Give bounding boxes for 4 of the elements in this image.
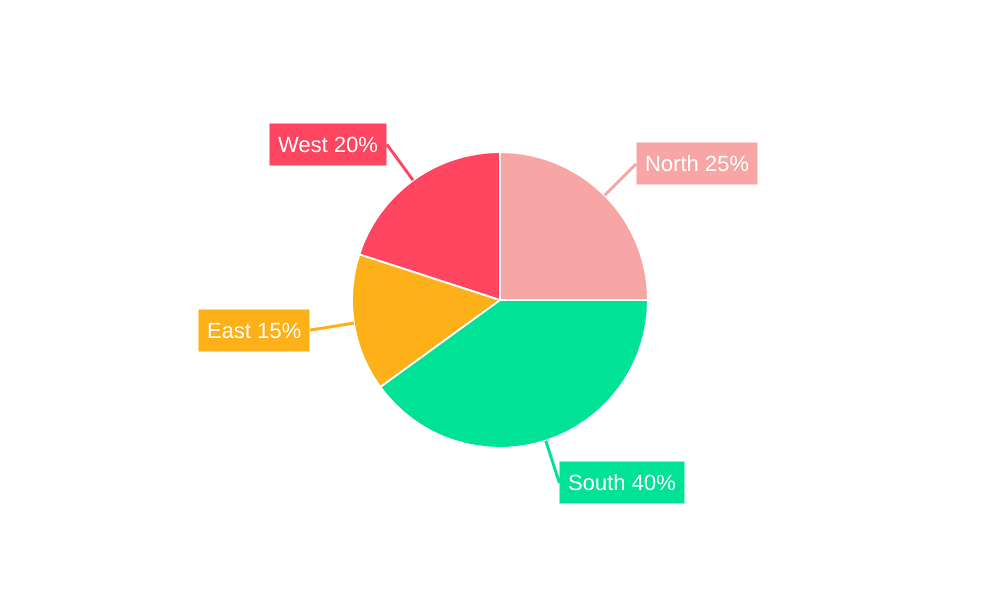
slice-label: West 20% (278, 132, 378, 157)
slice-label: South 40% (568, 470, 676, 495)
slice-label: North 25% (645, 151, 749, 176)
slice-label: East 15% (207, 318, 302, 343)
